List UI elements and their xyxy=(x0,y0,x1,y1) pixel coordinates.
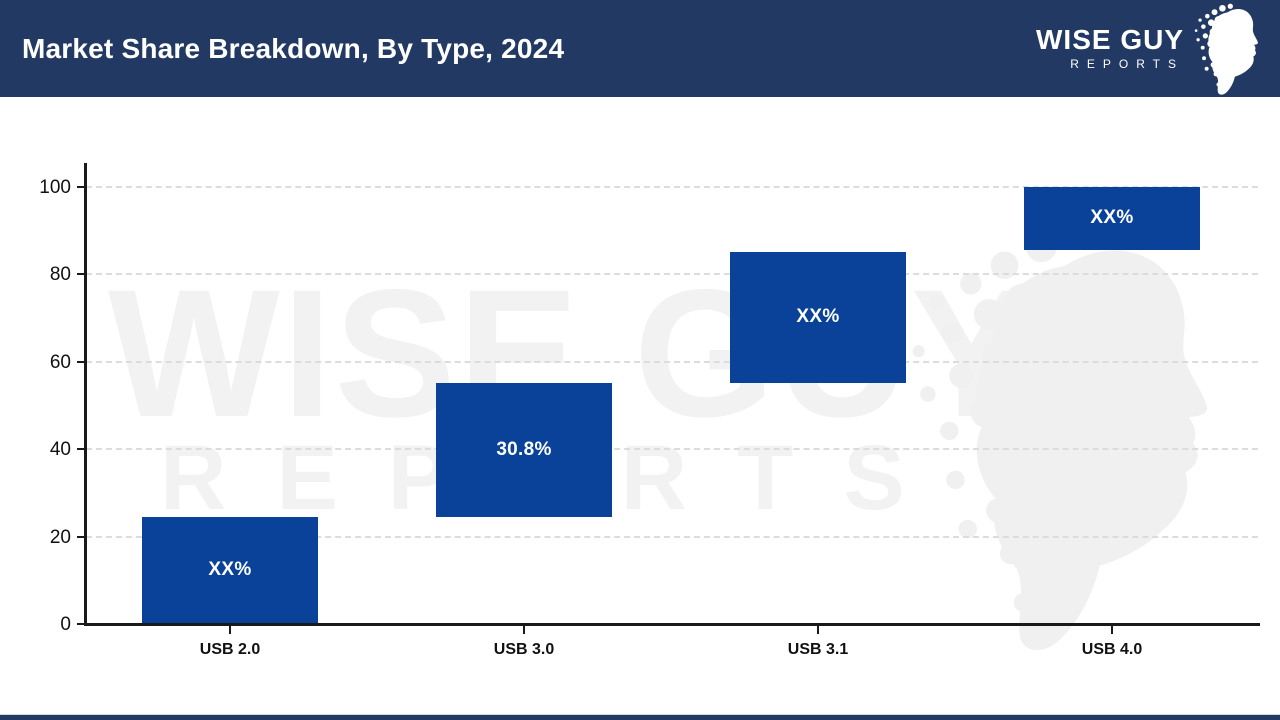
bar-value-label: XX% xyxy=(208,559,252,581)
header-bar: Market Share Breakdown, By Type, 2024 WI… xyxy=(0,0,1280,97)
x-tick-mark xyxy=(817,625,819,634)
watermark-head-icon xyxy=(888,222,1256,657)
y-tick-label: 40 xyxy=(49,439,71,460)
bar-usb-3-0: 30.8% xyxy=(436,382,612,518)
logo-text: WISE GUY REPORTS xyxy=(1035,24,1184,72)
bar-usb-4-0: XX% xyxy=(1024,186,1200,251)
x-axis xyxy=(84,623,1260,626)
x-tick-mark xyxy=(1111,625,1113,634)
wise-guy-logo: WISE GUY REPORTS xyxy=(1036,3,1270,95)
x-tick-mark xyxy=(523,625,525,634)
y-tick-label: 100 xyxy=(39,176,71,198)
footer-bar xyxy=(0,714,1280,720)
gridline xyxy=(86,448,1258,450)
x-tick-label: USB 4.0 xyxy=(1081,641,1143,658)
logo-subtitle: REPORTS xyxy=(1070,57,1184,71)
y-tick-label: 80 xyxy=(49,264,71,285)
bar-value-label: 30.8% xyxy=(496,438,552,460)
y-tick-mark xyxy=(77,448,86,450)
x-tick-mark xyxy=(229,625,231,634)
y-tick-label: 60 xyxy=(49,351,71,373)
gridline xyxy=(86,360,1258,363)
gridline xyxy=(86,273,1258,275)
logo-wordmark: WISE GUY xyxy=(1035,24,1184,55)
bar-usb-2-0: XX% xyxy=(142,516,318,624)
y-tick-label: 20 xyxy=(49,526,71,548)
gridline xyxy=(86,535,1258,538)
bar-usb-3-1: XX% xyxy=(730,252,906,383)
x-tick-label: USB 3.0 xyxy=(493,641,555,658)
wise-guy-head-icon xyxy=(1188,3,1270,95)
y-tick-mark xyxy=(77,360,86,363)
y-tick-mark xyxy=(77,185,86,188)
bar-value-label: XX% xyxy=(796,306,840,328)
y-tick-mark xyxy=(77,535,86,538)
x-tick-label: USB 3.1 xyxy=(787,641,849,658)
y-tick-mark xyxy=(77,273,86,275)
page-title: Market Share Breakdown, By Type, 2024 xyxy=(22,32,565,64)
y-tick-label: 0 xyxy=(60,614,71,635)
gridline xyxy=(86,185,1258,188)
y-axis xyxy=(84,163,87,624)
x-tick-label: USB 2.0 xyxy=(199,641,261,658)
bar-value-label: XX% xyxy=(1090,207,1134,229)
y-tick-mark xyxy=(77,623,86,625)
